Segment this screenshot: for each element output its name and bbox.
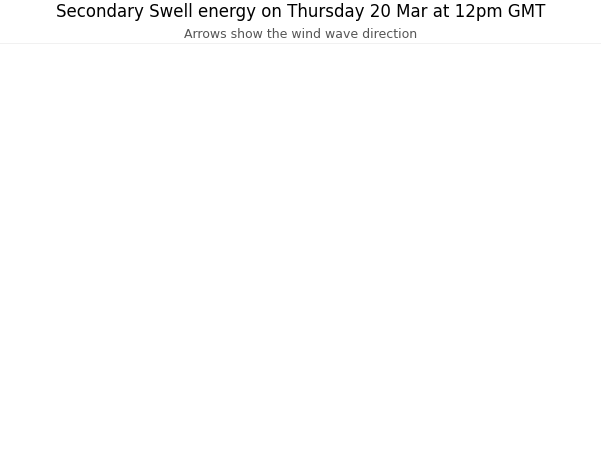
Text: Arrows show the wind wave direction: Arrows show the wind wave direction <box>184 28 417 41</box>
Text: Cartopy required for proper map rendering: Cartopy required for proper map renderin… <box>151 246 450 261</box>
Text: Secondary Swell energy on Thursday 20 Mar at 12pm GMT: Secondary Swell energy on Thursday 20 Ma… <box>56 3 545 21</box>
